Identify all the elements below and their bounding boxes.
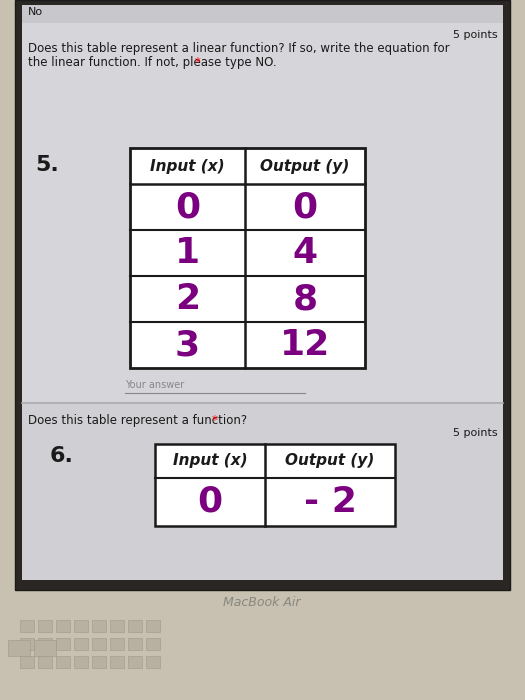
Bar <box>74 656 88 668</box>
Text: Input (x): Input (x) <box>173 454 247 468</box>
Bar <box>110 620 124 632</box>
Text: 0: 0 <box>292 190 318 224</box>
Text: 5 points: 5 points <box>454 30 498 40</box>
Bar <box>8 640 30 656</box>
Bar <box>155 444 395 526</box>
Bar <box>38 620 52 632</box>
Bar <box>146 656 160 668</box>
Text: 5.: 5. <box>35 155 59 175</box>
Bar <box>74 620 88 632</box>
Text: 5 points: 5 points <box>454 428 498 438</box>
Bar <box>22 23 503 413</box>
Bar <box>130 148 365 368</box>
Text: No: No <box>28 7 43 17</box>
Text: Does this table represent a function?: Does this table represent a function? <box>28 414 247 427</box>
Bar <box>34 640 56 656</box>
Text: Output (y): Output (y) <box>285 454 375 468</box>
Bar <box>56 638 70 650</box>
Bar <box>110 656 124 668</box>
Bar <box>128 638 142 650</box>
Bar <box>56 656 70 668</box>
Bar <box>15 0 510 590</box>
Text: *: * <box>212 414 218 427</box>
Bar <box>128 656 142 668</box>
Bar <box>92 620 106 632</box>
Text: 12: 12 <box>280 328 330 362</box>
Bar <box>74 638 88 650</box>
Text: 6.: 6. <box>50 446 74 466</box>
Text: 1: 1 <box>175 236 200 270</box>
Text: 0: 0 <box>175 190 200 224</box>
Bar <box>56 620 70 632</box>
Bar <box>38 638 52 650</box>
Text: Does this table represent a linear function? If so, write the equation for: Does this table represent a linear funct… <box>28 42 449 55</box>
Text: 3: 3 <box>175 328 200 362</box>
Text: the linear function. If not, please type NO.: the linear function. If not, please type… <box>28 56 277 69</box>
Bar <box>22 5 503 580</box>
Bar <box>22 404 503 580</box>
Text: 4: 4 <box>292 236 318 270</box>
Bar <box>0 580 525 700</box>
Bar <box>22 5 503 23</box>
Bar <box>38 656 52 668</box>
Bar <box>110 638 124 650</box>
Text: 8: 8 <box>292 282 318 316</box>
Text: Your answer: Your answer <box>125 380 184 390</box>
Text: *: * <box>195 56 201 69</box>
Text: 2: 2 <box>175 282 200 316</box>
Bar <box>92 638 106 650</box>
Bar <box>20 620 34 632</box>
Text: MacBook Air: MacBook Air <box>223 596 301 609</box>
Bar <box>20 638 34 650</box>
Bar <box>20 656 34 668</box>
Bar <box>92 656 106 668</box>
Text: - 2: - 2 <box>303 485 356 519</box>
Text: 0: 0 <box>197 485 223 519</box>
Text: Input (x): Input (x) <box>150 158 225 174</box>
Bar <box>146 638 160 650</box>
Bar <box>146 620 160 632</box>
Text: Output (y): Output (y) <box>260 158 350 174</box>
Bar <box>128 620 142 632</box>
